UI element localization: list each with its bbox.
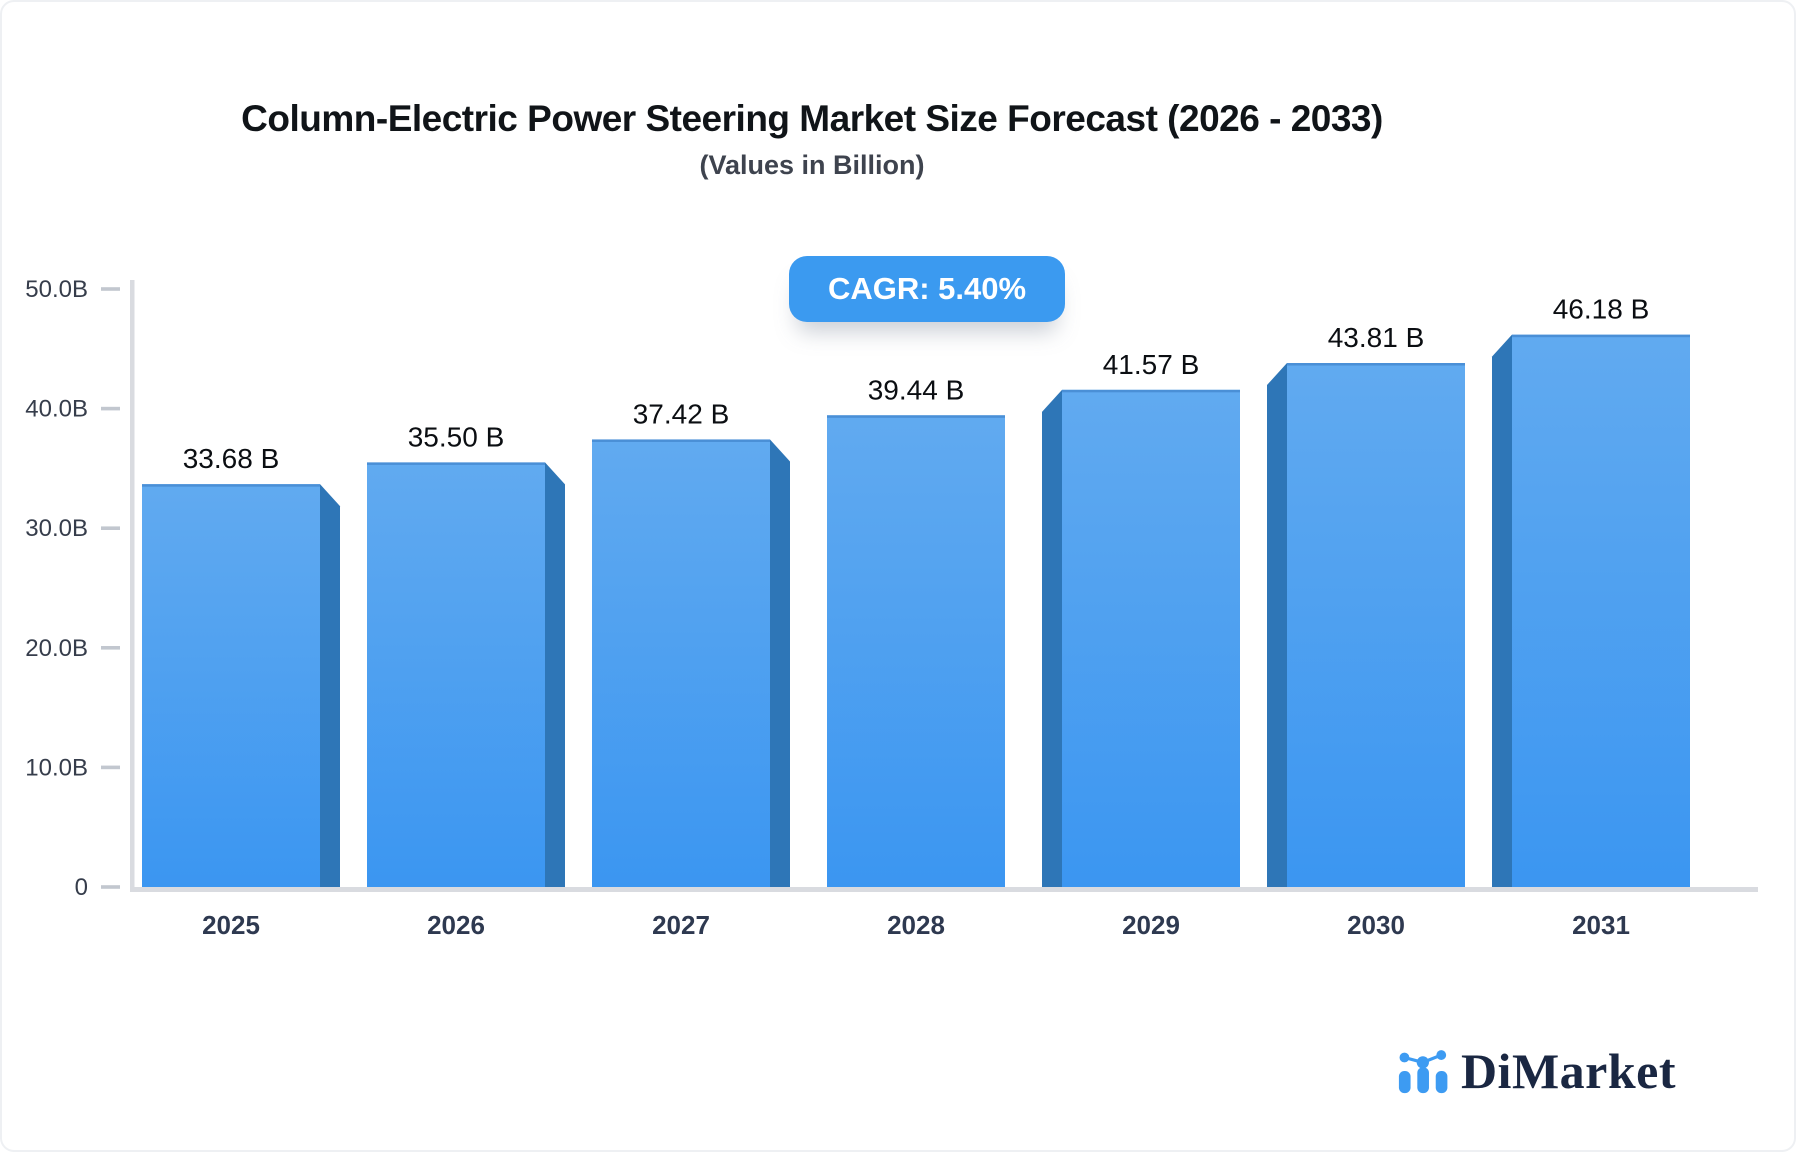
chart-subtitle: (Values in Billion) xyxy=(699,150,925,180)
logo-dot xyxy=(1416,1056,1429,1069)
x-axis-label: 2026 xyxy=(427,910,485,940)
bar-top-edge xyxy=(592,439,770,442)
bar-side-face xyxy=(1267,363,1287,887)
y-axis-label: 20.0B xyxy=(25,635,88,662)
bar-side-face xyxy=(1492,334,1512,887)
bar-group: 46.18 B 2031 xyxy=(1492,294,1690,940)
logo-bar xyxy=(1417,1067,1429,1094)
logo-dot xyxy=(1436,1050,1447,1060)
bar-value-label: 46.18 B xyxy=(1553,294,1650,325)
cagr-badge: CAGR: 5.40% xyxy=(789,256,1065,322)
logo-bar xyxy=(1435,1071,1448,1094)
bar-group: 33.68 B 2025 xyxy=(142,443,340,940)
y-axis-tick xyxy=(101,406,120,411)
x-axis-label: 2029 xyxy=(1122,910,1180,940)
y-axis-label: 0 xyxy=(75,874,88,901)
bar-side-face xyxy=(545,462,565,887)
x-axis-label: 2028 xyxy=(887,910,945,940)
y-axis-line xyxy=(130,280,135,887)
bar-top-edge xyxy=(1287,363,1465,366)
bar-group: 43.81 B 2030 xyxy=(1267,322,1465,940)
brand-logo: DiMarket xyxy=(1394,1042,1676,1100)
bar-value-label: 35.50 B xyxy=(408,421,505,452)
bar-side-face xyxy=(1042,389,1062,887)
x-axis-label: 2027 xyxy=(652,910,710,940)
x-axis-label: 2030 xyxy=(1347,910,1405,940)
y-axis-label: 40.0B xyxy=(25,396,88,423)
bar-top-edge xyxy=(827,415,1005,418)
bar-group: 37.42 B 2027 xyxy=(592,398,790,940)
logo-bar xyxy=(1398,1071,1411,1094)
y-axis-tick xyxy=(101,765,120,770)
bar-value-label: 39.44 B xyxy=(868,374,965,405)
bar xyxy=(142,484,320,887)
y-axis-label: 50.0B xyxy=(25,276,88,303)
x-axis-line xyxy=(130,887,1758,892)
bar-side-face xyxy=(770,439,790,887)
bar-top-edge xyxy=(1062,389,1240,393)
bar-top-edge xyxy=(1512,334,1690,338)
bar xyxy=(1512,334,1690,887)
y-axis-tick xyxy=(101,526,120,530)
bar-value-label: 33.68 B xyxy=(183,443,280,474)
bar xyxy=(367,462,545,887)
bar-group: 35.50 B 2026 xyxy=(367,421,565,940)
logo-dot xyxy=(1399,1052,1410,1063)
cagr-badge-label: CAGR: 5.40% xyxy=(827,271,1027,306)
chart-title: Column-Electric Power Steering Market Si… xyxy=(241,98,1383,139)
bar-value-label: 37.42 B xyxy=(633,398,730,429)
y-axis-tick xyxy=(101,287,120,291)
bar-value-label: 41.57 B xyxy=(1103,349,1200,380)
y-axis-label: 30.0B xyxy=(25,515,88,542)
x-axis-label: 2031 xyxy=(1572,910,1630,940)
bar xyxy=(1062,389,1240,887)
y-axis-label: 10.0B xyxy=(25,754,88,781)
bar-side-face xyxy=(320,484,340,887)
bar-group: 39.44 B 2028 xyxy=(827,374,1005,940)
x-axis-label: 2025 xyxy=(202,910,260,940)
bar xyxy=(592,439,770,887)
brand-name: DiMarket xyxy=(1460,1043,1676,1099)
bar xyxy=(827,415,1005,887)
bar xyxy=(1287,363,1465,887)
dimarket-logo-icon xyxy=(1398,1050,1448,1094)
y-axis-tick xyxy=(101,646,120,650)
bar-group: 41.57 B 2029 xyxy=(1042,349,1240,940)
bar-top-edge xyxy=(142,484,320,487)
bar-top-edge xyxy=(367,462,545,465)
bar-value-label: 43.81 B xyxy=(1328,322,1425,353)
y-axis-tick xyxy=(101,885,120,889)
